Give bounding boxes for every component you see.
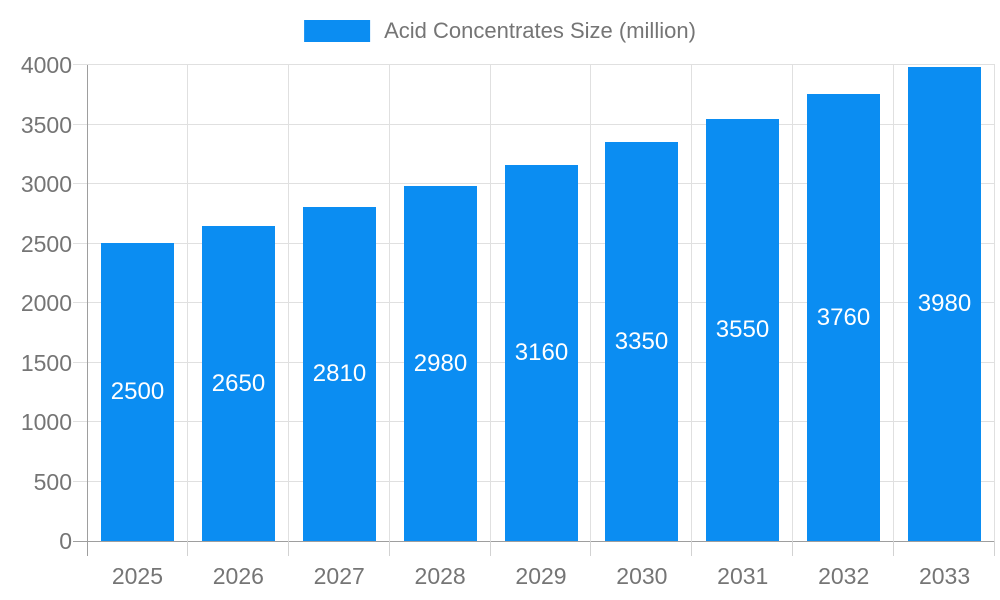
y-axis-tick-label: 3000 (20, 171, 72, 197)
bar[interactable]: 3760 (807, 94, 880, 541)
x-axis-category-label: 2028 (414, 563, 466, 589)
x-gridline (187, 65, 188, 541)
x-axis-category-label: 2033 (918, 563, 971, 589)
bar-value-label: 3980 (917, 290, 972, 317)
x-axis-tick (893, 541, 894, 556)
x-axis-category-label: 2026 (212, 563, 264, 589)
x-axis-category-label: 2029 (515, 563, 567, 589)
y-axis-tick-label: 2500 (20, 230, 72, 257)
y-gridline (73, 123, 995, 125)
y-axis-tick-label: 2000 (20, 290, 72, 316)
x-axis-tick (994, 541, 995, 556)
bar-value-label: 3350 (614, 327, 669, 355)
x-gridline (389, 65, 390, 541)
x-axis-tick (389, 541, 390, 556)
bar-value-label: 3160 (514, 339, 569, 366)
bar[interactable]: 2980 (404, 186, 477, 541)
x-axis-tick (490, 541, 491, 556)
x-gridline (691, 65, 692, 541)
x-axis-tick (691, 541, 692, 556)
bar[interactable]: 3160 (505, 165, 578, 541)
bar[interactable]: 3980 (908, 67, 981, 541)
y-axis-line (87, 65, 88, 556)
legend-swatch-icon (304, 20, 371, 42)
legend-label: Acid Concentrates Size (million) (384, 18, 696, 43)
x-axis-category-label: 2027 (313, 563, 365, 589)
y-axis-tick-label: 1500 (20, 349, 72, 376)
x-axis-tick (590, 541, 591, 556)
legend[interactable]: Acid Concentrates Size (million) (304, 19, 696, 43)
plot-area: 0 500 1000 1500 2000 2500 3000 3500 4000 2500 2025… (21, 52, 995, 589)
x-gridline (792, 65, 793, 541)
y-axis-tick-label: 0 (59, 528, 72, 554)
x-axis-tick (288, 541, 289, 556)
y-axis-tick-label: 1000 (20, 409, 72, 435)
x-axis-category-label: 2031 (717, 563, 769, 589)
y-axis-tick-label: 3500 (20, 111, 72, 138)
bar-value-label: 2810 (312, 360, 367, 387)
x-gridline (288, 65, 289, 541)
x-gridline (490, 65, 491, 541)
x-axis-category-label: 2030 (616, 563, 668, 589)
x-axis-tick (187, 541, 188, 556)
y-axis-tick-label: 4000 (20, 52, 72, 78)
bar[interactable]: 2650 (202, 226, 275, 541)
x-axis-category-label: 2032 (818, 563, 870, 589)
bar-value-label: 2500 (110, 378, 165, 405)
x-gridline (994, 65, 995, 541)
x-axis-tick (792, 541, 793, 556)
bar-value-label: 2650 (211, 369, 266, 397)
bar[interactable]: 3550 (706, 119, 779, 541)
x-gridline (893, 65, 894, 541)
bar[interactable]: 3350 (605, 142, 678, 541)
bar-value-label: 3760 (816, 303, 871, 331)
x-axis-line (73, 541, 995, 542)
y-gridline (73, 64, 995, 65)
bar-value-label: 2980 (413, 349, 468, 377)
bar[interactable]: 2810 (303, 207, 376, 541)
bar[interactable]: 2500 (101, 243, 174, 541)
bar-value-label: 3550 (715, 316, 770, 343)
x-axis-category-label: 2025 (111, 563, 164, 589)
x-gridline (590, 65, 591, 541)
y-axis-tick-label: 500 (33, 468, 72, 495)
